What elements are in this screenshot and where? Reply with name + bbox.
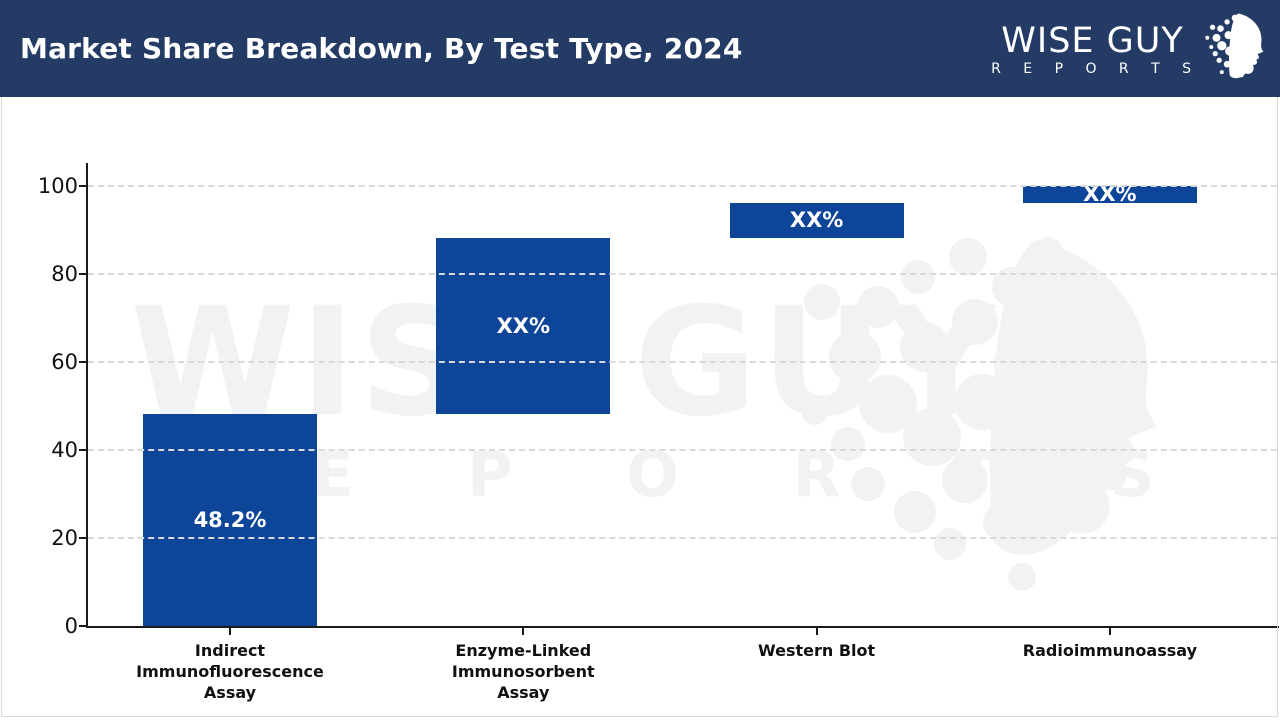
bar-western-blot: XX% (729, 202, 904, 238)
x-tick-radioimmunoassay (1108, 628, 1111, 635)
page-title: Market Share Breakdown, By Test Type, 20… (20, 32, 743, 65)
bar-radioimmunoassay: XX% (1022, 182, 1197, 206)
y-tick-label-0: 0 (64, 614, 78, 638)
logo-name: WISE GUY (1001, 20, 1184, 61)
y-tick-40 (79, 449, 88, 451)
y-axis-line (86, 163, 88, 628)
bar-value-label: XX% (496, 313, 551, 338)
category-label-enzyme-linked-immunosorbent-assay: Enzyme-Linked Immunosorbent Assay (451, 641, 595, 702)
y-tick-60 (79, 361, 88, 363)
category-label-western-blot: Western Blot (758, 641, 876, 660)
y-tick-20 (79, 537, 88, 539)
logo-text: WISE GUY R E P O R T S (985, 22, 1200, 77)
y-tick-label-60: 60 (51, 350, 78, 374)
watermark-head-icon (774, 237, 1157, 591)
y-tick-label-100: 100 (37, 174, 78, 198)
category-label-indirect-immunofluorescence-assay: Indirect Immunofluorescence Assay (136, 641, 324, 702)
logo-subtitle: R E P O R T S (991, 60, 1200, 77)
logo-head-icon (1205, 13, 1264, 79)
category-label-radioimmunoassay: Radioimmunoassay (1022, 641, 1197, 660)
y-tick-label-80: 80 (51, 262, 78, 286)
y-tick-0 (79, 625, 88, 627)
y-tick-80 (79, 273, 88, 275)
gridline-80 (88, 273, 1277, 275)
x-axis-line (86, 626, 1279, 628)
bar-value-label: 48.2% (193, 507, 267, 532)
y-tick-100 (79, 185, 88, 187)
y-tick-label-20: 20 (51, 526, 78, 550)
gridline-60 (88, 361, 1277, 363)
bar-indirect-immunofluorescence-assay: 48.2% (143, 413, 317, 626)
header-bar: Market Share Breakdown, By Test Type, 20… (0, 0, 1280, 97)
gridline-100 (88, 185, 1277, 187)
wise-guy-reports-logo: WISE GUY R E P O R T S (985, 6, 1268, 92)
x-tick-indirect-immunofluorescence-assay (229, 628, 231, 635)
gridline-20 (88, 537, 1277, 539)
bar-value-label: XX% (789, 208, 844, 233)
x-tick-enzyme-linked-immunosorbent-assay (522, 628, 525, 635)
y-tick-label-40: 40 (51, 438, 78, 462)
x-tick-western-blot (815, 628, 818, 635)
bar-enzyme-linked-immunosorbent-assay: XX% (436, 237, 611, 414)
gridline-40 (88, 449, 1277, 451)
